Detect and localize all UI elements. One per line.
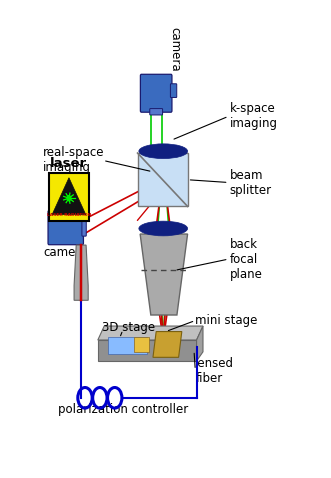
FancyBboxPatch shape xyxy=(82,219,86,236)
Bar xyxy=(108,337,147,354)
Bar xyxy=(134,337,149,352)
Polygon shape xyxy=(98,326,203,340)
Text: lensed
fiber: lensed fiber xyxy=(195,357,234,385)
Bar xyxy=(49,174,89,221)
Text: back
focal
plane: back focal plane xyxy=(230,239,263,281)
Circle shape xyxy=(67,196,71,201)
FancyBboxPatch shape xyxy=(65,205,75,213)
Text: mini stage: mini stage xyxy=(195,314,258,327)
Text: laser: laser xyxy=(50,157,87,170)
FancyBboxPatch shape xyxy=(48,210,83,245)
Text: camera: camera xyxy=(169,27,182,72)
Text: k-space
imaging: k-space imaging xyxy=(230,102,278,130)
Polygon shape xyxy=(153,332,182,358)
Text: LASER RADIATION: LASER RADIATION xyxy=(47,214,91,217)
Text: real-space
imaging: real-space imaging xyxy=(43,146,104,174)
Polygon shape xyxy=(98,340,197,361)
Polygon shape xyxy=(52,178,86,215)
Text: camera: camera xyxy=(43,246,88,259)
Ellipse shape xyxy=(139,144,188,159)
Bar xyxy=(138,153,188,206)
Polygon shape xyxy=(197,326,203,361)
FancyBboxPatch shape xyxy=(170,84,177,98)
Text: beam
splitter: beam splitter xyxy=(230,169,272,196)
FancyBboxPatch shape xyxy=(150,109,163,115)
Ellipse shape xyxy=(139,221,188,236)
Polygon shape xyxy=(140,234,188,315)
Text: 3D stage: 3D stage xyxy=(102,321,155,335)
Polygon shape xyxy=(74,245,88,300)
Text: polarization controller: polarization controller xyxy=(58,403,189,416)
FancyBboxPatch shape xyxy=(140,74,172,112)
